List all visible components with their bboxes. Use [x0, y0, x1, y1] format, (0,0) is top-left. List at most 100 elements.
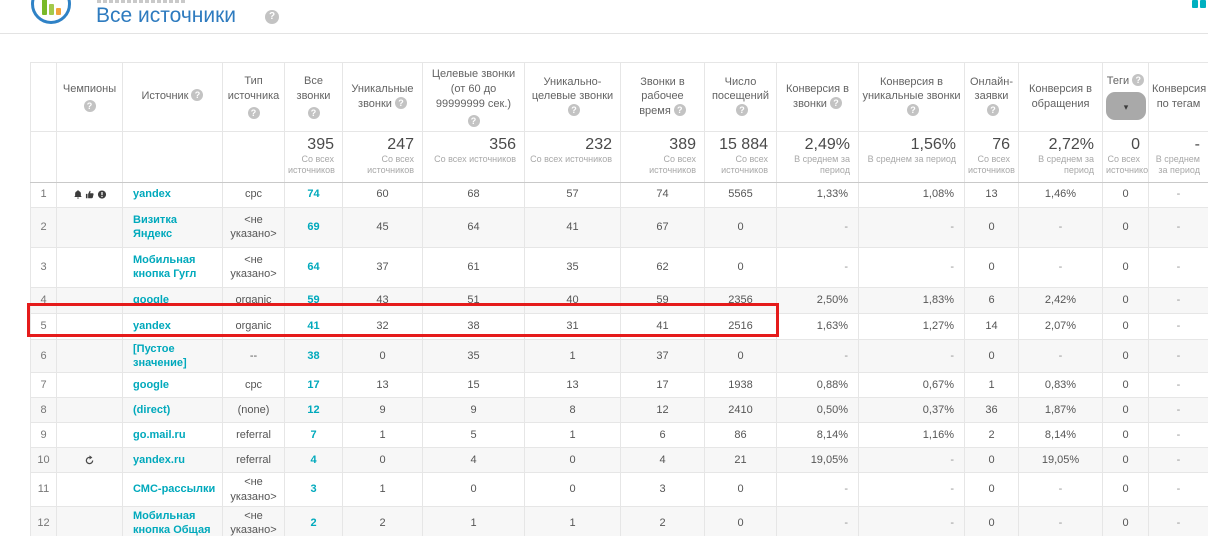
summary-cell-champions	[56, 130, 123, 183]
column-label: Целевые звонки (от 60 до 99999999 сек.)	[431, 68, 516, 110]
help-icon[interactable]: ?	[673, 104, 686, 117]
cell-unique-calls: 32	[342, 312, 423, 340]
source-link[interactable]: google	[133, 379, 170, 392]
column-header-online-requests: Онлайн-заявки?	[964, 62, 1019, 132]
all-calls-link[interactable]: 41	[307, 319, 320, 332]
help-icon[interactable]: ?	[247, 107, 260, 120]
source-link[interactable]: [Пустое значение]	[133, 342, 187, 369]
all-calls-link[interactable]: 3	[310, 483, 317, 496]
source-link[interactable]: Мобильная кнопка Общая	[133, 509, 211, 536]
column-label: Число посещений	[711, 75, 770, 103]
all-calls-link[interactable]: 17	[307, 379, 320, 392]
source-link[interactable]: (direct)	[133, 404, 171, 417]
help-icon[interactable]: ?	[907, 104, 919, 117]
all-calls-link[interactable]: 74	[307, 188, 320, 201]
column-label: Онлайн-заявки	[969, 75, 1014, 103]
title-help-icon[interactable]: ?	[265, 10, 279, 24]
source-link[interactable]: yandex.ru	[133, 454, 185, 467]
cell-conv-calls: 2,50%	[776, 286, 859, 314]
column-label: Уникальные звонки	[351, 82, 414, 110]
column-label: Источник	[141, 90, 189, 103]
cell-work-time-calls: 41	[620, 312, 705, 340]
cell-champions	[56, 372, 123, 399]
cell-conv-calls: 0,50%	[776, 397, 859, 424]
column-header-conv-tags: Конверсия по тегам	[1148, 62, 1208, 132]
column-label: Конверсия в обращения	[1028, 82, 1093, 110]
help-icon[interactable]: ?	[83, 99, 96, 112]
summary-cell-conv-tags: -В среднем за период	[1148, 130, 1208, 183]
all-calls-link[interactable]: 69	[307, 220, 320, 233]
cell-champions	[56, 338, 123, 374]
cell-work-time-calls: 59	[620, 286, 705, 314]
summary-caption: Со всех источников	[530, 154, 612, 165]
cell-tags: 0	[1102, 338, 1149, 374]
cell-tags: 0	[1102, 505, 1149, 536]
cell-all-calls: 64	[284, 246, 343, 288]
all-calls-link[interactable]: 59	[307, 293, 320, 306]
summary-caption: Со всех источников	[367, 154, 414, 176]
cell-num: 1	[30, 181, 57, 208]
cell-all-calls: 7	[284, 422, 343, 449]
cell-online-requests: 1	[964, 372, 1019, 399]
tags-filter-button[interactable]: ▾	[1106, 91, 1146, 120]
cell-all-calls: 59	[284, 286, 343, 314]
help-icon[interactable]: ?	[987, 104, 999, 117]
cell-tags: 0	[1102, 447, 1149, 474]
refresh-icon[interactable]	[84, 455, 95, 466]
source-link[interactable]: Мобильная кнопка Гугл	[133, 253, 197, 281]
all-calls-link[interactable]: 4	[310, 454, 317, 467]
cell-visits: 2516	[704, 312, 777, 340]
summary-cell-work-time-calls: 389 Со всех источников	[620, 130, 705, 183]
cell-unique-calls: 1	[342, 422, 423, 449]
cell-source: СМС-рассылки	[122, 472, 223, 507]
column-header-visits: Число посещений?	[704, 62, 777, 132]
cell-source: go.mail.ru	[122, 422, 223, 449]
all-calls-link[interactable]: 64	[307, 260, 320, 273]
table-row: 1 yandex cpc 74 60 68 57 74 5565 1,33% 1,08% 13 1,46…	[30, 181, 1208, 208]
expand-icon[interactable]	[1192, 0, 1206, 8]
cell-unique-calls: 45	[342, 206, 423, 248]
cell-unique-target-calls: 1	[524, 422, 621, 449]
column-label: Тип источника	[227, 75, 280, 103]
help-icon[interactable]: ?	[191, 89, 204, 102]
help-icon[interactable]: ?	[307, 107, 320, 120]
help-icon[interactable]: ?	[829, 96, 842, 109]
source-link[interactable]: google	[133, 293, 170, 306]
help-icon[interactable]: ?	[394, 96, 407, 109]
cell-conv-unique-calls: 1,08%	[858, 181, 965, 208]
cell-type: <не указано>	[222, 206, 285, 248]
help-icon[interactable]: ?	[1132, 73, 1145, 86]
summary-caption: Со всех источников	[649, 154, 696, 176]
summary-caption: Со всех источников	[288, 154, 335, 176]
cell-target-calls: 9	[422, 397, 525, 424]
cell-conv-appeals: 8,14%	[1018, 422, 1103, 449]
cell-visits: 0	[704, 206, 777, 248]
cell-conv-unique-calls: -	[858, 206, 965, 248]
all-calls-link[interactable]: 7	[310, 429, 317, 442]
summary-value: -	[1194, 135, 1200, 153]
summary-caption: В среднем за период	[1038, 154, 1094, 176]
cell-champions	[56, 246, 123, 288]
all-calls-link[interactable]: 12	[307, 404, 320, 417]
cell-work-time-calls: 62	[620, 246, 705, 288]
source-link[interactable]: yandex	[133, 319, 171, 332]
source-link[interactable]: Визитка Яндекс	[133, 213, 177, 241]
column-header-all-calls: Все звонки?	[284, 62, 343, 132]
source-link[interactable]: СМС-рассылки	[133, 483, 216, 496]
all-calls-link[interactable]: 38	[307, 349, 320, 362]
cell-type: cpc	[222, 181, 285, 208]
help-icon[interactable]: ?	[736, 104, 748, 117]
help-icon[interactable]: ?	[568, 104, 580, 117]
help-icon[interactable]: ?	[467, 114, 480, 127]
summary-cell-unique-target-calls: 232 Со всех источников	[524, 130, 621, 183]
all-calls-link[interactable]: 2	[310, 516, 317, 529]
cell-target-calls: 68	[422, 181, 525, 208]
cell-champions	[56, 447, 123, 474]
summary-cell-conv-calls: 2,49% В среднем за период	[776, 130, 859, 183]
cell-tags: 0	[1102, 312, 1149, 340]
cell-visits: 0	[704, 338, 777, 374]
cell-target-calls: 0	[422, 472, 525, 507]
source-link[interactable]: yandex	[133, 188, 171, 201]
source-link[interactable]: go.mail.ru	[133, 429, 186, 442]
cell-work-time-calls: 4	[620, 447, 705, 474]
